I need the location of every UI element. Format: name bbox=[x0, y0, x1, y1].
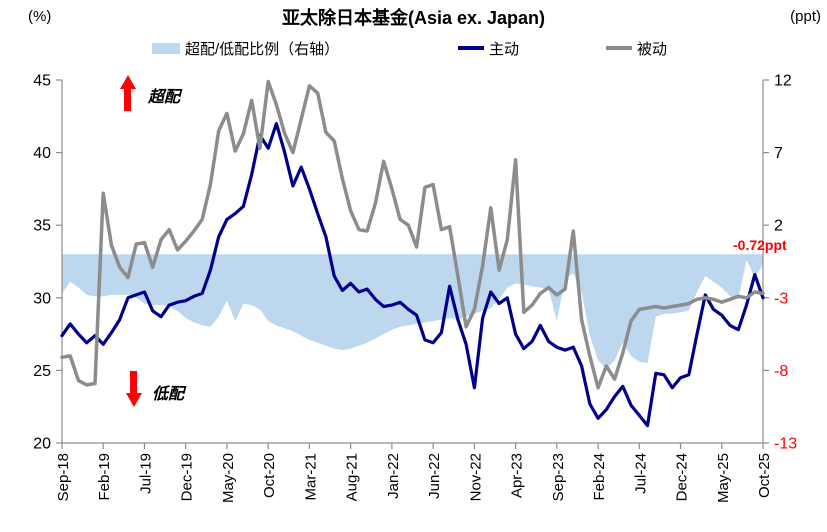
x-axis-tick-label: Jul-19 bbox=[137, 453, 154, 494]
right-axis-tick-label: -13 bbox=[774, 436, 797, 453]
x-axis-tick-label: Nov-22 bbox=[467, 453, 484, 501]
overweight-label: 超配 bbox=[148, 89, 181, 106]
active-line-series bbox=[60, 121, 765, 428]
x-axis-tick-label: Dec-24 bbox=[674, 453, 691, 501]
x-axis-tick-label: Dec-19 bbox=[179, 453, 196, 501]
x-axis-tick-label: May-25 bbox=[715, 453, 732, 503]
page-title: 亚太除日本基金(Asia ex. Japan) bbox=[281, 8, 546, 28]
x-axis-tick-label: Apr-23 bbox=[509, 453, 526, 498]
active-line-swatch-icon bbox=[458, 46, 484, 50]
passive-line-swatch-icon bbox=[606, 46, 632, 50]
legend-label-passive: 被动 bbox=[637, 40, 668, 58]
x-axis-tick-label: Jul-24 bbox=[632, 453, 649, 494]
right-axis-tick-label: 12 bbox=[774, 73, 792, 90]
legend-item-passive: 被动 bbox=[606, 40, 668, 58]
ratio-area-swatch-icon bbox=[152, 42, 180, 54]
left-axis-unit: (%) bbox=[28, 8, 52, 25]
x-axis-tick-label: Aug-21 bbox=[344, 453, 361, 501]
left-axis-tick-label: 40 bbox=[33, 145, 51, 162]
underweight-label: 低配 bbox=[152, 386, 185, 403]
right-axis-tick-label: -8 bbox=[774, 363, 788, 380]
left-axis-tick-label: 35 bbox=[33, 218, 51, 235]
left-axis-tick-label: 20 bbox=[33, 436, 51, 453]
x-axis-tick-label: Sep-23 bbox=[550, 453, 567, 501]
right-axis-tick-label: 7 bbox=[774, 145, 783, 162]
overweight-arrow-up-icon bbox=[119, 75, 136, 111]
x-axis-tick-label: Jun-22 bbox=[426, 453, 443, 499]
x-axis-tick-label: Jan-22 bbox=[385, 453, 402, 499]
legend-label-ratio: 超配/低配比例（右轴） bbox=[185, 40, 340, 58]
left-axis-tick-label: 45 bbox=[33, 73, 51, 90]
right-axis-tick-label: 2 bbox=[774, 218, 783, 235]
underweight-arrow-down-icon bbox=[125, 371, 142, 407]
x-axis-tick-label: Feb-24 bbox=[591, 453, 608, 501]
legend-item-ratio: 超配/低配比例（右轴） bbox=[152, 40, 340, 58]
passive-line-series bbox=[60, 79, 765, 390]
x-axis-tick-label: Mar-21 bbox=[302, 453, 319, 501]
right-axis-tick-label: -3 bbox=[774, 290, 788, 307]
x-axis-tick-label: Oct-20 bbox=[261, 453, 278, 498]
legend-label-active: 主动 bbox=[489, 40, 520, 58]
last-value-annotation: -0.72ppt bbox=[733, 237, 787, 253]
right-axis-unit: (ppt) bbox=[790, 8, 821, 25]
x-axis-tick-label: May-20 bbox=[220, 453, 237, 503]
left-axis-tick-label: 30 bbox=[33, 290, 51, 307]
x-axis-tick-label: Oct-25 bbox=[756, 453, 773, 498]
legend-item-active: 主动 bbox=[458, 40, 520, 58]
left-axis-tick-label: 25 bbox=[33, 363, 51, 380]
x-axis-tick-label: Feb-19 bbox=[96, 453, 113, 501]
x-axis-tick-label: Sep-18 bbox=[55, 453, 72, 501]
